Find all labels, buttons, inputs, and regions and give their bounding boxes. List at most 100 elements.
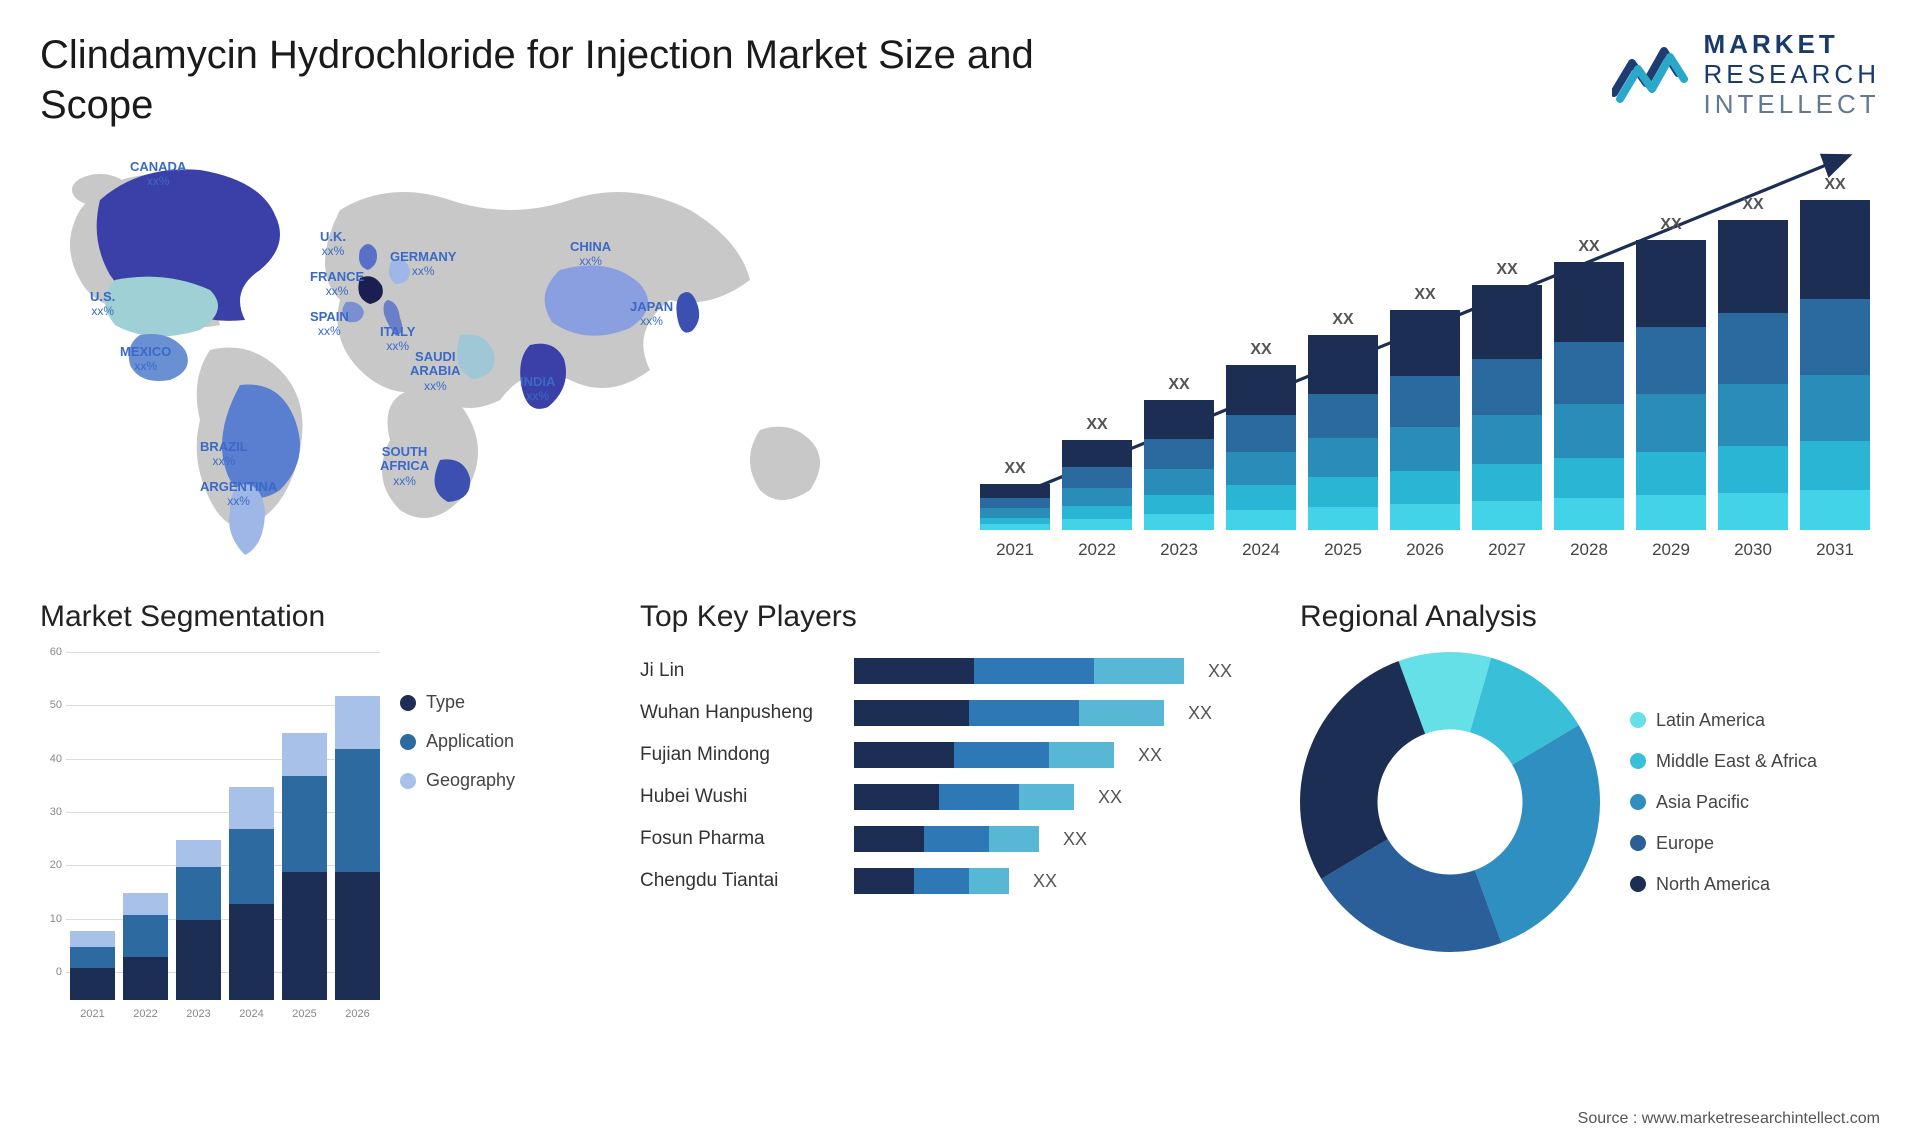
kp-value: XX xyxy=(1098,787,1122,808)
seg-xtick: 2025 xyxy=(282,1008,327,1020)
growth-bar: XX xyxy=(1308,311,1378,530)
growth-year-label: 2023 xyxy=(1144,540,1214,560)
growth-chart: XXXXXXXXXXXXXXXXXXXXXX 20212022202320242… xyxy=(970,150,1880,560)
growth-bar: XX xyxy=(1636,216,1706,530)
world-map-icon xyxy=(40,150,940,560)
legend-label: North America xyxy=(1656,874,1770,895)
page-title: Clindamycin Hydrochloride for Injection … xyxy=(40,30,1140,130)
map-label: CANADAxx% xyxy=(130,160,186,189)
key-players-title: Top Key Players xyxy=(640,600,1260,634)
growth-bar-label: XX xyxy=(1086,416,1107,434)
map-label: SPAINxx% xyxy=(310,310,349,339)
regional-legend-item: North America xyxy=(1630,874,1817,895)
seg-ytick: 50 xyxy=(40,699,62,711)
seg-xtick: 2023 xyxy=(176,1008,221,1020)
regional-donut-chart xyxy=(1300,652,1600,952)
kp-row: Hubei Wushi XX xyxy=(640,784,1260,810)
legend-dot-icon xyxy=(400,695,416,711)
growth-year-label: 2031 xyxy=(1800,540,1870,560)
growth-bar: XX xyxy=(1718,196,1788,530)
seg-legend-item: Type xyxy=(400,692,515,713)
segmentation-panel: Market Segmentation 01020304050602021202… xyxy=(40,600,600,1020)
map-label: CHINAxx% xyxy=(570,240,611,269)
legend-label: Latin America xyxy=(1656,710,1765,731)
growth-bar: XX xyxy=(1144,376,1214,530)
kp-bar xyxy=(854,784,1074,810)
map-label: INDIAxx% xyxy=(520,375,555,404)
seg-ytick: 30 xyxy=(40,806,62,818)
regional-legend: Latin AmericaMiddle East & AfricaAsia Pa… xyxy=(1630,710,1817,895)
growth-year-label: 2030 xyxy=(1718,540,1788,560)
growth-bar-label: XX xyxy=(1332,311,1353,329)
kp-name: Chengdu Tiantai xyxy=(640,870,840,892)
key-players-panel: Top Key Players Ji LinXXWuhan Hanpusheng… xyxy=(640,600,1260,1020)
legend-label: Europe xyxy=(1656,833,1714,854)
growth-year-label: 2026 xyxy=(1390,540,1460,560)
map-label: JAPANxx% xyxy=(630,300,673,329)
legend-label: Type xyxy=(426,692,465,713)
kp-bar xyxy=(854,868,1009,894)
segmentation-chart: 0102030405060202120222023202420252026 xyxy=(40,652,380,1020)
kp-name: Ji Lin xyxy=(640,660,840,682)
map-label: MEXICOxx% xyxy=(120,345,171,374)
kp-bar xyxy=(854,658,1184,684)
kp-bar xyxy=(854,826,1039,852)
growth-bar: XX xyxy=(1472,261,1542,530)
map-label: ARGENTINAxx% xyxy=(200,480,277,509)
kp-name: Fujian Mindong xyxy=(640,744,840,766)
source-text: Source : www.marketresearchintellect.com xyxy=(1578,1110,1880,1128)
seg-bar xyxy=(70,931,115,1000)
regional-title: Regional Analysis xyxy=(1300,600,1880,634)
seg-bar xyxy=(282,733,327,1000)
seg-bar xyxy=(335,696,380,1000)
growth-bar-label: XX xyxy=(1250,341,1271,359)
brand-logo: MARKET RESEARCH INTELLECT xyxy=(1612,30,1880,120)
growth-bar: XX xyxy=(1390,286,1460,530)
seg-ytick: 40 xyxy=(40,753,62,765)
logo-line2: RESEARCH xyxy=(1704,60,1880,90)
growth-year-label: 2029 xyxy=(1636,540,1706,560)
growth-bar-label: XX xyxy=(1168,376,1189,394)
logo-mark-icon xyxy=(1612,43,1690,107)
legend-dot-icon xyxy=(1630,794,1646,810)
logo-line3: INTELLECT xyxy=(1704,90,1880,120)
growth-bar-label: XX xyxy=(1004,460,1025,478)
growth-bar: XX xyxy=(1554,238,1624,530)
seg-ytick: 10 xyxy=(40,913,62,925)
legend-dot-icon xyxy=(1630,753,1646,769)
growth-bar-label: XX xyxy=(1742,196,1763,214)
legend-dot-icon xyxy=(1630,876,1646,892)
seg-bar xyxy=(176,840,221,1000)
seg-bar xyxy=(123,893,168,1000)
regional-legend-item: Latin America xyxy=(1630,710,1817,731)
kp-row: Fosun PharmaXX xyxy=(640,826,1260,852)
growth-year-label: 2027 xyxy=(1472,540,1542,560)
kp-bar xyxy=(854,742,1114,768)
legend-label: Geography xyxy=(426,770,515,791)
segmentation-title: Market Segmentation xyxy=(40,600,600,634)
kp-value: XX xyxy=(1033,871,1057,892)
legend-dot-icon xyxy=(400,773,416,789)
kp-name: Hubei Wushi xyxy=(640,786,840,808)
donut-slice xyxy=(1300,661,1425,879)
regional-legend-item: Europe xyxy=(1630,833,1817,854)
kp-value: XX xyxy=(1188,703,1212,724)
seg-bar xyxy=(229,787,274,1000)
seg-xtick: 2022 xyxy=(123,1008,168,1020)
map-label: GERMANYxx% xyxy=(390,250,456,279)
growth-bar-label: XX xyxy=(1578,238,1599,256)
kp-row: Wuhan HanpushengXX xyxy=(640,700,1260,726)
regional-panel: Regional Analysis Latin America Middle Ea… xyxy=(1300,600,1880,1020)
key-players-chart: Ji LinXXWuhan HanpushengXXFujian Mindong… xyxy=(640,652,1260,894)
growth-year-label: 2021 xyxy=(980,540,1050,560)
legend-dot-icon xyxy=(400,734,416,750)
map-label: U.S.xx% xyxy=(90,290,115,319)
legend-label: Application xyxy=(426,731,514,752)
legend-label: Middle East & Africa xyxy=(1656,751,1817,772)
kp-bar xyxy=(854,700,1164,726)
seg-ytick: 20 xyxy=(40,859,62,871)
map-label: FRANCExx% xyxy=(310,270,364,299)
growth-bar-label: XX xyxy=(1414,286,1435,304)
segmentation-legend: Type Application Geography xyxy=(400,652,515,1020)
map-label: U.K.xx% xyxy=(320,230,346,259)
